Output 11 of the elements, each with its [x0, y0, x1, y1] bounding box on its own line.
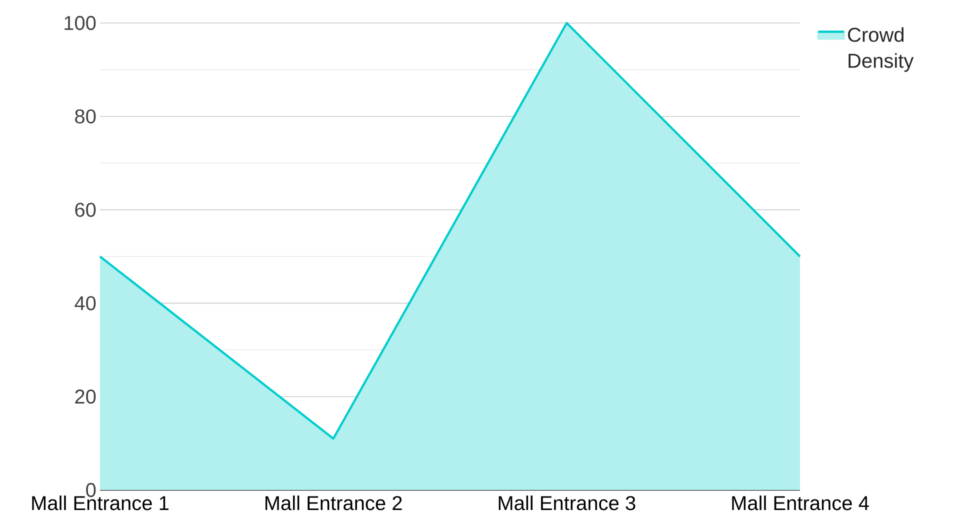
- x-tick-label: Mall Entrance 4: [732, 496, 869, 510]
- y-tick-label: 0: [86, 482, 96, 498]
- y-tick-label: 60: [75, 202, 96, 217]
- y-tick-label: 40: [74, 296, 96, 310]
- x-tick-label: Mall Entrance 2: [266, 496, 402, 510]
- x-tick-label: Mall Entrance 3: [498, 496, 636, 510]
- legend-label: Crowd Density: [848, 27, 914, 72]
- y-tick-label: 80: [75, 109, 96, 124]
- y-tick-label: 100: [64, 16, 96, 30]
- y-tick-label: 20: [75, 390, 96, 404]
- x-tick-label: Mall Entrance 1: [32, 496, 168, 510]
